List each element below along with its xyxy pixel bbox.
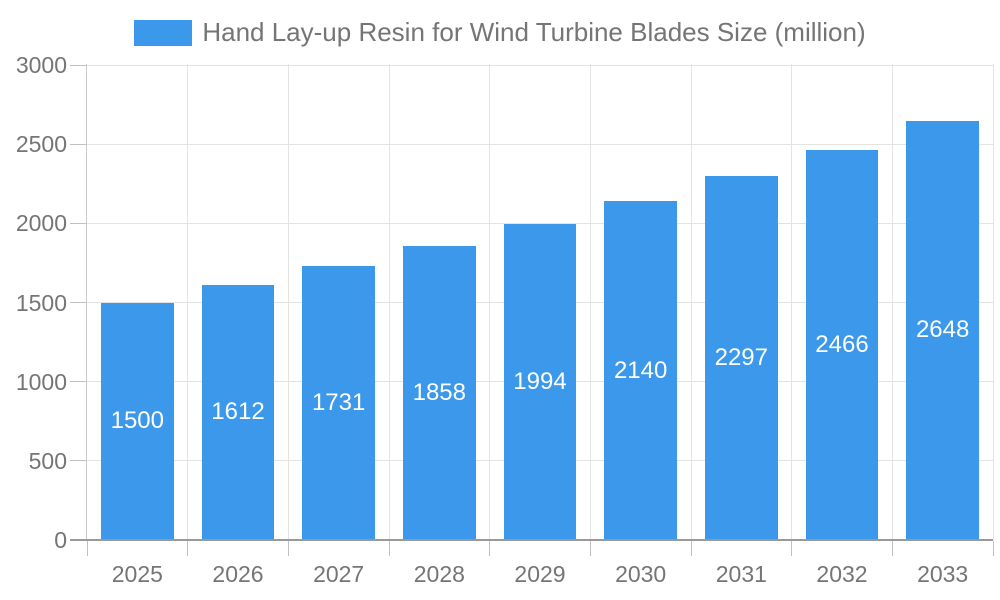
x-tick-mark [489, 541, 491, 556]
bar-value-label: 2466 [815, 330, 869, 358]
bar-value-label: 1500 [110, 407, 164, 435]
y-axis-tick-label: 2000 [15, 210, 67, 237]
gridline-horizontal [87, 64, 993, 66]
bar-value-label: 1731 [311, 388, 366, 416]
gridline-vertical [791, 64, 793, 540]
y-axis-tick-label: 2500 [15, 131, 67, 158]
bar[interactable]: 2297 [705, 176, 778, 540]
x-tick-mark [891, 541, 893, 556]
bar[interactable]: 1994 [503, 224, 577, 540]
bar-value-label: 2648 [915, 316, 970, 344]
x-axis-tick-label: 2028 [413, 561, 465, 587]
x-tick-mark [187, 541, 189, 556]
x-axis-tick-label: 2031 [715, 561, 767, 587]
x-axis-tick-label: 2033 [917, 561, 969, 587]
x-tick-mark [388, 541, 390, 556]
legend: Hand Lay-up Resin for Wind Turbine Blade… [0, 17, 1000, 48]
legend-swatch-icon[interactable] [134, 19, 193, 46]
y-tick-mark [70, 302, 87, 303]
bar-value-label: 2297 [714, 344, 768, 372]
y-axis-tick-label: 1000 [15, 368, 67, 395]
y-tick-mark [70, 143, 87, 145]
x-axis-tick-label: 2027 [313, 561, 365, 587]
gridline-vertical [690, 64, 692, 540]
gridline-horizontal [87, 222, 993, 224]
gridline-vertical [891, 64, 893, 540]
x-tick-mark [791, 541, 793, 556]
x-axis-tick-label: 2030 [615, 561, 667, 587]
gridline-vertical [489, 64, 491, 540]
bar[interactable]: 1858 [403, 245, 476, 540]
bar[interactable]: 1500 [101, 302, 174, 540]
y-axis-tick-label: 3000 [15, 52, 67, 78]
y-axis-tick-label: 1500 [15, 289, 67, 316]
x-axis-line [70, 539, 993, 541]
chart-title: Hand Lay-up Resin for Wind Turbine Blade… [202, 17, 866, 47]
gridline-vertical [388, 64, 390, 540]
gridline-horizontal [87, 143, 993, 145]
x-tick-mark [992, 541, 994, 556]
x-tick-mark [86, 541, 88, 556]
y-tick-mark [70, 222, 87, 224]
y-axis-tick-label: 500 [28, 447, 67, 474]
gridline-vertical [992, 64, 994, 540]
bar[interactable]: 1612 [201, 284, 275, 540]
gridline-vertical [589, 64, 591, 540]
bar-value-label: 2140 [613, 356, 668, 384]
x-axis-tick-label: 2026 [212, 561, 264, 587]
y-tick-mark [70, 64, 87, 66]
gridline-vertical [287, 64, 289, 540]
bar[interactable]: 2648 [906, 120, 979, 540]
bar[interactable]: 2140 [604, 201, 677, 540]
bar-value-label: 1994 [513, 368, 567, 396]
bar[interactable]: 1731 [302, 265, 375, 540]
y-tick-mark [70, 381, 87, 383]
x-tick-mark [287, 541, 289, 556]
x-axis-tick-label: 2029 [514, 561, 566, 587]
x-axis-tick-label: 2032 [816, 561, 868, 587]
x-tick-mark [690, 541, 692, 556]
bar-value-label: 1858 [412, 378, 466, 406]
bar-value-label: 1612 [211, 398, 265, 426]
y-tick-mark [70, 460, 87, 462]
gridline-vertical [187, 64, 189, 540]
y-axis-tick-label: 0 [54, 527, 67, 553]
bar[interactable]: 2466 [805, 149, 879, 540]
x-tick-mark [589, 541, 591, 556]
x-axis-tick-label: 2025 [111, 561, 163, 587]
